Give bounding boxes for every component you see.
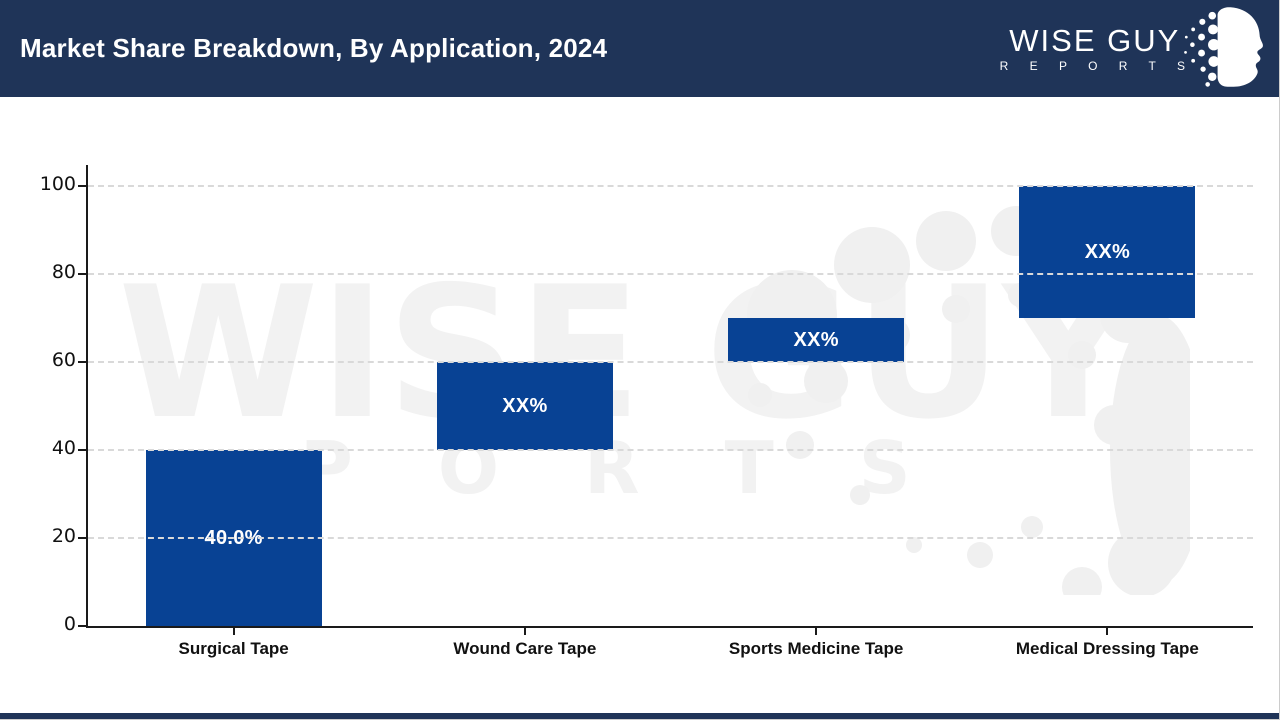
logo-face-icon	[1180, 5, 1272, 93]
y-tick-label: 60	[51, 349, 76, 371]
bar-value-label: XX%	[793, 328, 839, 351]
logo-wordmark: WISE GUY	[1009, 22, 1181, 58]
x-axis-line	[86, 626, 1253, 628]
wise-guy-logo: WISE GUY R E P O R T S	[996, 5, 1272, 93]
x-tick-mark	[1106, 628, 1109, 635]
gridline	[88, 273, 1253, 275]
x-tick-mark	[523, 628, 526, 635]
bar: XX%	[436, 362, 613, 450]
y-tick-mark	[78, 185, 86, 187]
x-tick-mark	[232, 628, 235, 635]
y-tick-mark	[78, 273, 86, 275]
y-tick-mark	[78, 449, 86, 451]
page-title: Market Share Breakdown, By Application, …	[20, 33, 608, 63]
y-tick-mark	[78, 625, 86, 627]
y-tick-label: 0	[63, 613, 76, 635]
watermark-wordmark: WISE GUY	[118, 247, 1135, 459]
gridline	[88, 185, 1253, 187]
y-tick-label: 100	[39, 173, 76, 195]
x-category-label: Sports Medicine Tape	[728, 639, 904, 658]
gridline	[88, 449, 1253, 451]
x-tick-mark	[815, 628, 818, 635]
gridline	[88, 537, 1253, 539]
bar: XX%	[728, 318, 905, 362]
x-category-label: Surgical Tape	[178, 639, 289, 658]
x-category-label: Wound Care Tape	[453, 639, 597, 658]
footer-band	[0, 713, 1279, 719]
y-axis-line	[86, 165, 88, 628]
logo-text: WISE GUY R E P O R T S	[996, 25, 1194, 73]
y-tick-label: 40	[51, 437, 76, 459]
bar-value-label: XX%	[1084, 240, 1131, 263]
y-tick-label: 20	[51, 525, 76, 547]
header-band: Market Share Breakdown, By Application, …	[0, 0, 1279, 97]
y-tick-label: 80	[51, 261, 76, 283]
y-tick-mark	[78, 361, 86, 363]
x-category-label: Medical Dressing Tape	[1015, 639, 1199, 658]
bar-value-label: XX%	[502, 394, 548, 417]
y-tick-mark	[78, 537, 86, 539]
logo-subtitle: R E P O R T S	[999, 58, 1194, 73]
gridline	[88, 361, 1253, 363]
bar: XX%	[1019, 186, 1196, 318]
